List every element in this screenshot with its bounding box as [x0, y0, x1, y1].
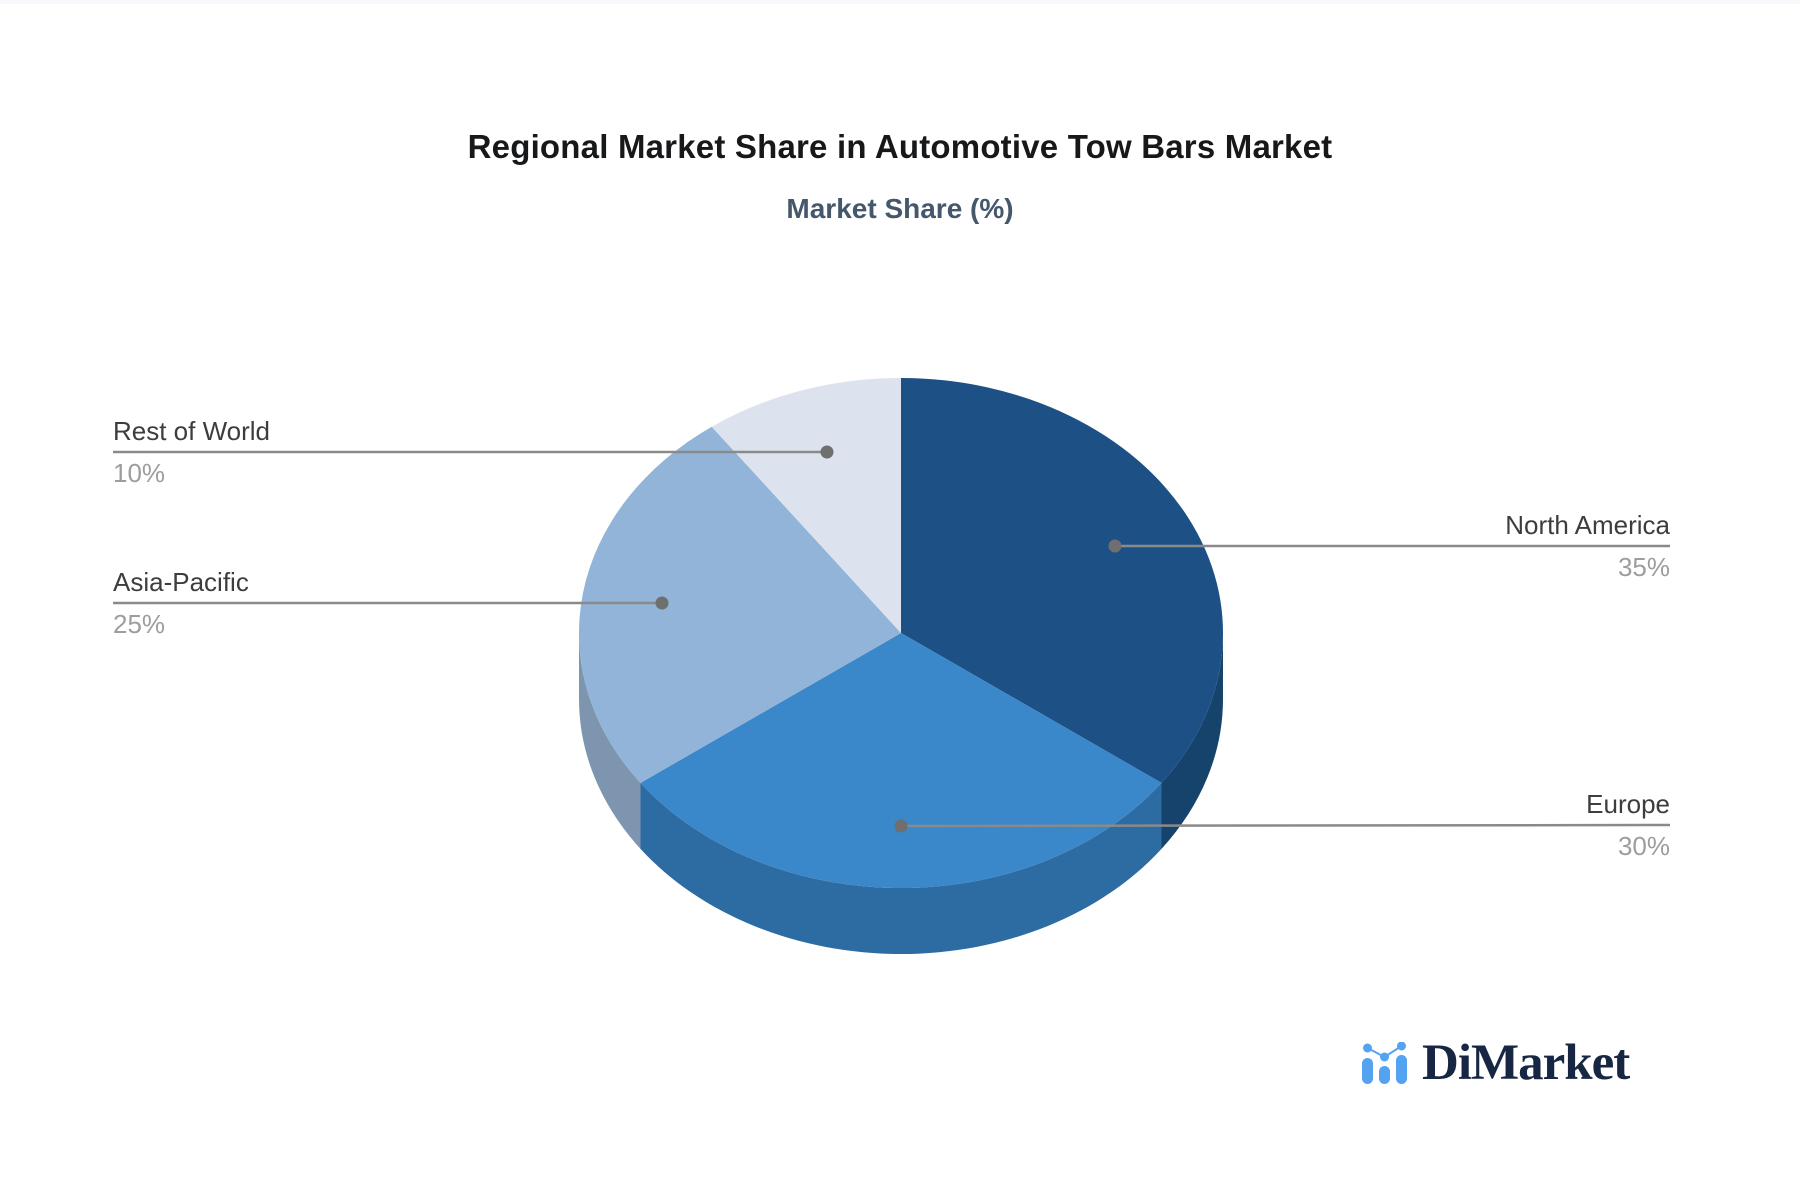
pie-slice-asia-pacific[interactable]	[578, 426, 901, 783]
slice-label-rest-of-world: Rest of World	[113, 416, 271, 446]
leader-dot-asia-pacific	[655, 596, 669, 610]
bar-line-chart-icon	[1362, 1042, 1407, 1084]
slice-label-europe: Europe	[1586, 789, 1670, 819]
pie-side-europe	[640, 782, 1162, 955]
top-strip	[0, 0, 1800, 4]
logo-text: DiMarket	[1422, 1035, 1630, 1091]
dimarket-logo: DiMarket	[1360, 1035, 1630, 1091]
leader-line-europe	[900, 823, 1671, 828]
slice-pct-rest-of-world: 10%	[113, 458, 166, 488]
chart-subtitle: Market Share (%)	[786, 193, 1014, 224]
slice-pct-europe: 30%	[1617, 831, 1670, 861]
leader-lines	[113, 445, 1671, 833]
slice-label-north-america: North America	[1505, 510, 1670, 540]
slice-pct-asia-pacific: 25%	[113, 609, 166, 639]
slice-pct-north-america: 35%	[1617, 552, 1670, 582]
slice-label-asia-pacific: Asia-Pacific	[113, 567, 249, 597]
pie-slice-north-america[interactable]	[901, 378, 1224, 783]
leader-dot-rest-of-world	[820, 445, 834, 459]
pie-side-north-america	[1161, 633, 1224, 849]
pie-3d-sides	[579, 633, 1224, 955]
pie-slices	[578, 378, 1224, 889]
pie-slice-rest-of-world[interactable]	[711, 378, 901, 633]
leader-dot-north-america	[1108, 539, 1122, 553]
leader-dot-europe	[894, 819, 908, 833]
pie-slice-europe[interactable]	[640, 633, 1162, 889]
chart-title: Regional Market Share in Automotive Tow …	[467, 128, 1333, 165]
pie-side-asia-pacific	[579, 633, 641, 849]
